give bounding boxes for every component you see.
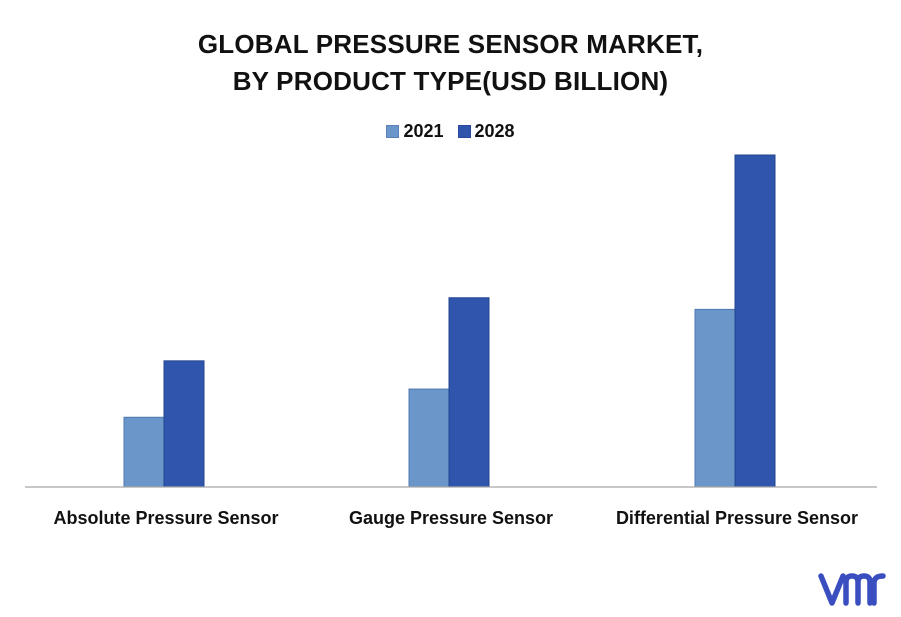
legend-label-2028: 2028 <box>474 121 515 141</box>
legend-swatch-2028 <box>457 125 471 138</box>
bar-2021-absolute-pressure-sensor <box>123 416 165 488</box>
chart-title: GLOBAL PRESSURE SENSOR MARKET, BY PRODUC… <box>0 26 901 100</box>
legend-label-2021: 2021 <box>403 121 444 141</box>
bar-2021-gauge-pressure-sensor <box>408 388 450 488</box>
chart-title-line-1: GLOBAL PRESSURE SENSOR MARKET, <box>197 29 704 59</box>
x-tick-label: Differential Pressure Sensor <box>616 508 858 528</box>
x-tick-labels: Absolute Pressure Sensor Gauge Pressure S… <box>53 508 858 528</box>
x-tick-label: Absolute Pressure Sensor <box>53 508 278 528</box>
x-tick-label: Gauge Pressure Sensor <box>349 508 553 528</box>
bar-2028-gauge-pressure-sensor <box>448 297 490 488</box>
legend-swatch-2021 <box>386 125 400 138</box>
legend-item-2028: 2028 <box>457 121 515 142</box>
legend-item-2021: 2021 <box>386 121 444 142</box>
bar-2021-differential-pressure-sensor <box>694 308 736 488</box>
bar-2028-differential-pressure-sensor <box>734 154 776 488</box>
bars-group <box>123 154 776 488</box>
bar-2028-absolute-pressure-sensor <box>163 360 205 488</box>
chart-title-line-2: BY PRODUCT TYPE(USD BILLION) <box>232 66 669 96</box>
vmr-logo-icon <box>818 573 886 606</box>
chart-legend: 2021 2028 <box>0 121 901 142</box>
